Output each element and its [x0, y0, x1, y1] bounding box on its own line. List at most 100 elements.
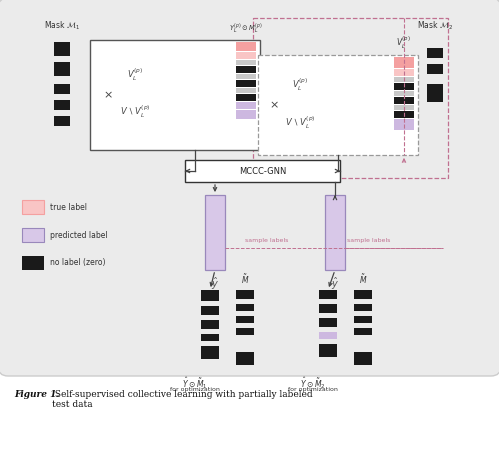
Text: for optimization: for optimization	[288, 387, 338, 392]
Text: Mask $\mathcal{M}_1$: Mask $\mathcal{M}_1$	[44, 20, 80, 32]
Text: no label (zero): no label (zero)	[50, 258, 105, 268]
Bar	[325, 195, 345, 270]
Bar	[319, 332, 337, 339]
Bar	[236, 316, 254, 323]
Bar	[201, 290, 219, 301]
Bar	[236, 42, 256, 51]
Bar	[236, 102, 256, 109]
Bar	[354, 348, 372, 351]
Text: sample labels: sample labels	[245, 238, 288, 243]
Bar	[236, 328, 254, 335]
Bar	[236, 352, 254, 365]
Bar	[54, 42, 70, 56]
Bar	[319, 328, 337, 331]
Text: $V_L^{(p)}$: $V_L^{(p)}$	[292, 77, 308, 93]
Bar	[319, 318, 337, 327]
Bar	[236, 60, 256, 65]
Bar	[236, 80, 256, 87]
Bar	[236, 110, 256, 119]
Bar	[394, 57, 414, 68]
Bar	[236, 336, 254, 339]
Bar	[354, 312, 372, 315]
Text: sample labels: sample labels	[347, 238, 390, 243]
Bar	[394, 105, 414, 110]
Bar	[22, 200, 44, 214]
Bar	[319, 340, 337, 343]
Bar	[354, 300, 372, 303]
Text: Figure 1.: Figure 1.	[14, 390, 59, 399]
Bar	[54, 62, 70, 76]
Text: $V_L^{(p)}$: $V_L^{(p)}$	[397, 35, 412, 51]
Bar	[253, 18, 448, 178]
Bar	[354, 352, 372, 365]
Text: $\times$: $\times$	[269, 100, 279, 110]
Text: $Y_L^{(p)} \odot M_L^{(p)}$: $Y_L^{(p)} \odot M_L^{(p)}$	[229, 22, 263, 36]
Bar	[22, 256, 44, 270]
Bar	[236, 312, 254, 315]
Bar	[319, 290, 337, 299]
Text: $\times$: $\times$	[103, 90, 113, 100]
Bar	[427, 64, 443, 74]
Bar	[319, 344, 337, 357]
Bar	[236, 94, 256, 101]
Bar	[236, 348, 254, 351]
Bar	[201, 334, 219, 341]
Text: $\tilde{M}$: $\tilde{M}$	[359, 272, 367, 286]
Bar	[354, 290, 372, 299]
Bar	[205, 195, 225, 270]
Text: $V \setminus V_L^{(p)}$: $V \setminus V_L^{(p)}$	[285, 115, 315, 131]
Bar	[319, 314, 337, 317]
Bar	[54, 100, 70, 110]
Text: $V \setminus V_L^{(p)}$: $V \setminus V_L^{(p)}$	[120, 104, 150, 120]
Bar	[354, 324, 372, 327]
Bar	[354, 336, 372, 339]
Bar	[201, 302, 219, 305]
Bar	[236, 304, 254, 311]
Text: MCCC-GNN: MCCC-GNN	[239, 167, 286, 176]
Bar	[354, 316, 372, 323]
Text: $\hat{Y} \odot \tilde{M}_2$: $\hat{Y} \odot \tilde{M}_2$	[300, 375, 326, 391]
Text: $\tilde{M}$: $\tilde{M}$	[241, 272, 249, 286]
Bar	[394, 83, 414, 90]
Bar	[394, 111, 414, 118]
Text: $\hat{Y} \odot \tilde{M}_1$: $\hat{Y} \odot \tilde{M}_1$	[182, 375, 208, 391]
Bar	[394, 69, 414, 76]
Bar	[90, 40, 260, 150]
Bar	[236, 290, 254, 299]
Bar	[236, 88, 256, 93]
Bar	[354, 340, 372, 347]
Bar	[54, 116, 70, 126]
Bar	[201, 346, 219, 359]
FancyBboxPatch shape	[0, 0, 499, 376]
Bar	[236, 74, 256, 79]
Text: for optimization: for optimization	[170, 387, 220, 392]
Bar	[319, 304, 337, 313]
Bar	[394, 97, 414, 104]
Bar	[236, 66, 256, 73]
Bar	[258, 55, 418, 155]
Bar	[201, 316, 219, 319]
Bar	[201, 320, 219, 329]
Bar	[427, 84, 443, 102]
Bar	[394, 77, 414, 82]
Bar	[236, 324, 254, 327]
Bar	[427, 48, 443, 58]
Bar	[354, 304, 372, 311]
Bar	[201, 342, 219, 345]
Text: true label: true label	[50, 202, 87, 211]
Text: $V_L^{(p)}$: $V_L^{(p)}$	[127, 67, 143, 83]
Text: predicted label: predicted label	[50, 230, 108, 239]
Bar	[394, 119, 414, 130]
Text: $\hat{y}$: $\hat{y}$	[331, 276, 339, 292]
Bar	[236, 300, 254, 303]
Bar	[22, 228, 44, 242]
Text: Self-supervised collective learning with partially labeled
test data: Self-supervised collective learning with…	[52, 390, 313, 409]
Bar	[394, 91, 414, 96]
Text: Mask $\mathcal{M}_2$: Mask $\mathcal{M}_2$	[417, 20, 453, 32]
Bar	[236, 340, 254, 347]
Bar	[54, 84, 70, 94]
Bar	[185, 160, 340, 182]
Bar	[201, 306, 219, 315]
Bar	[319, 300, 337, 303]
Bar	[201, 330, 219, 333]
